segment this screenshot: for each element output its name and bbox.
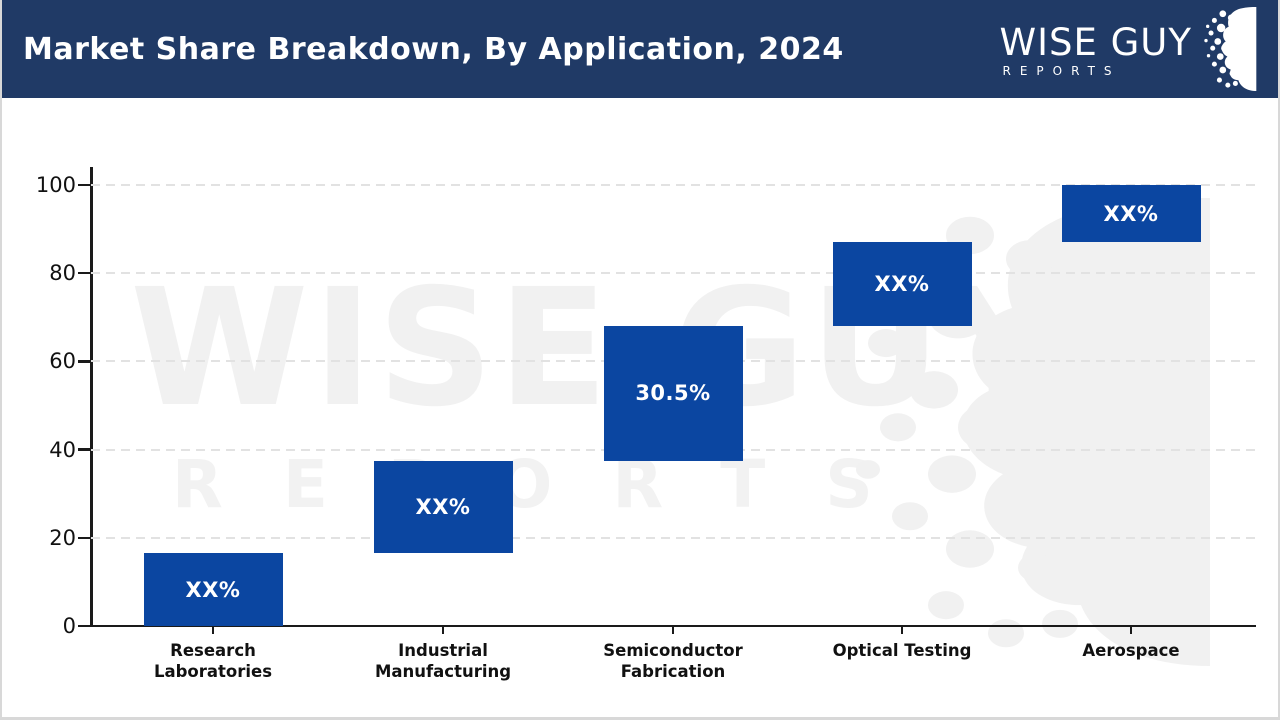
x-axis-label-research-laboratories: Research Laboratories: [93, 640, 333, 682]
y-tick-mark-40: [78, 448, 91, 451]
x-axis-label-line: Research: [170, 641, 256, 660]
logo-wordmark: WISE GUY: [999, 21, 1192, 64]
y-tick-label-60: 60: [49, 349, 76, 374]
x-tick-mark-aerospace: [1129, 627, 1133, 634]
y-tick-label-40: 40: [49, 437, 76, 462]
bar-research-laboratories: XX%: [143, 553, 283, 626]
y-tick-mark-60: [78, 360, 91, 363]
x-axis-line: [90, 624, 1256, 627]
x-axis-label-line: Optical Testing: [832, 641, 972, 660]
x-axis-label-line: Aerospace: [1082, 641, 1180, 660]
bar-optical-testing: XX%: [832, 242, 972, 327]
watermark-text-line2: REPORTS: [172, 446, 933, 523]
y-tick-label-0: 0: [62, 614, 76, 638]
bar-value-label: XX%: [415, 494, 471, 519]
gridline-y-20: [91, 536, 1255, 539]
logo-text: WISE GUY REPORTS: [1000, 24, 1192, 78]
gridline-y-80: [91, 272, 1255, 275]
page-title: Market Share Breakdown, By Application, …: [23, 31, 844, 67]
x-tick-mark-industrial-manufacturing: [441, 627, 445, 634]
x-axis-label-optical-testing: Optical Testing: [782, 640, 1022, 661]
x-axis-label-line: Semiconductor: [603, 641, 743, 660]
x-axis-label-semiconductor-fabrication: Semiconductor Fabrication: [553, 640, 793, 682]
x-tick-mark-optical-testing: [900, 627, 904, 634]
y-tick-mark-100: [78, 183, 91, 187]
x-axis-label-aerospace: Aerospace: [1011, 640, 1251, 661]
y-tick-label-80: 80: [49, 261, 76, 286]
bar-aerospace: XX%: [1061, 185, 1201, 243]
bar-value-label: 30.5%: [635, 381, 711, 406]
header-banner: Market Share Breakdown, By Application, …: [2, 0, 1278, 98]
x-tick-mark-research-laboratories: [211, 627, 215, 634]
x-axis-label-line: Laboratories: [153, 662, 273, 681]
y-tick-label-20: 20: [49, 525, 76, 550]
bar-value-label: XX%: [1103, 201, 1159, 226]
y-tick-label-100: 100: [35, 173, 76, 197]
bar-semiconductor-fabrication: 30.5%: [603, 326, 743, 461]
y-tick-mark-20: [78, 536, 91, 540]
x-axis-label-line: Fabrication: [620, 662, 726, 681]
x-tick-mark-semiconductor-fabrication: [671, 627, 675, 634]
y-tick-mark-0: [78, 624, 91, 628]
gridline-y-100: [91, 184, 1255, 186]
x-axis-label-line: Industrial: [398, 641, 488, 660]
logo-subtitle: REPORTS: [1002, 64, 1121, 78]
bar-industrial-manufacturing: XX%: [373, 460, 513, 554]
x-axis-label-line: Manufacturing: [374, 662, 512, 681]
x-axis-label-industrial-manufacturing: Industrial Manufacturing: [323, 640, 563, 682]
bar-value-label: XX%: [874, 272, 930, 297]
y-axis-line: [90, 167, 93, 627]
bar-value-label: XX%: [185, 577, 241, 602]
y-tick-mark-80: [78, 271, 91, 275]
wise-guy-reports-logo: WISE GUY REPORTS: [1000, 7, 1258, 91]
